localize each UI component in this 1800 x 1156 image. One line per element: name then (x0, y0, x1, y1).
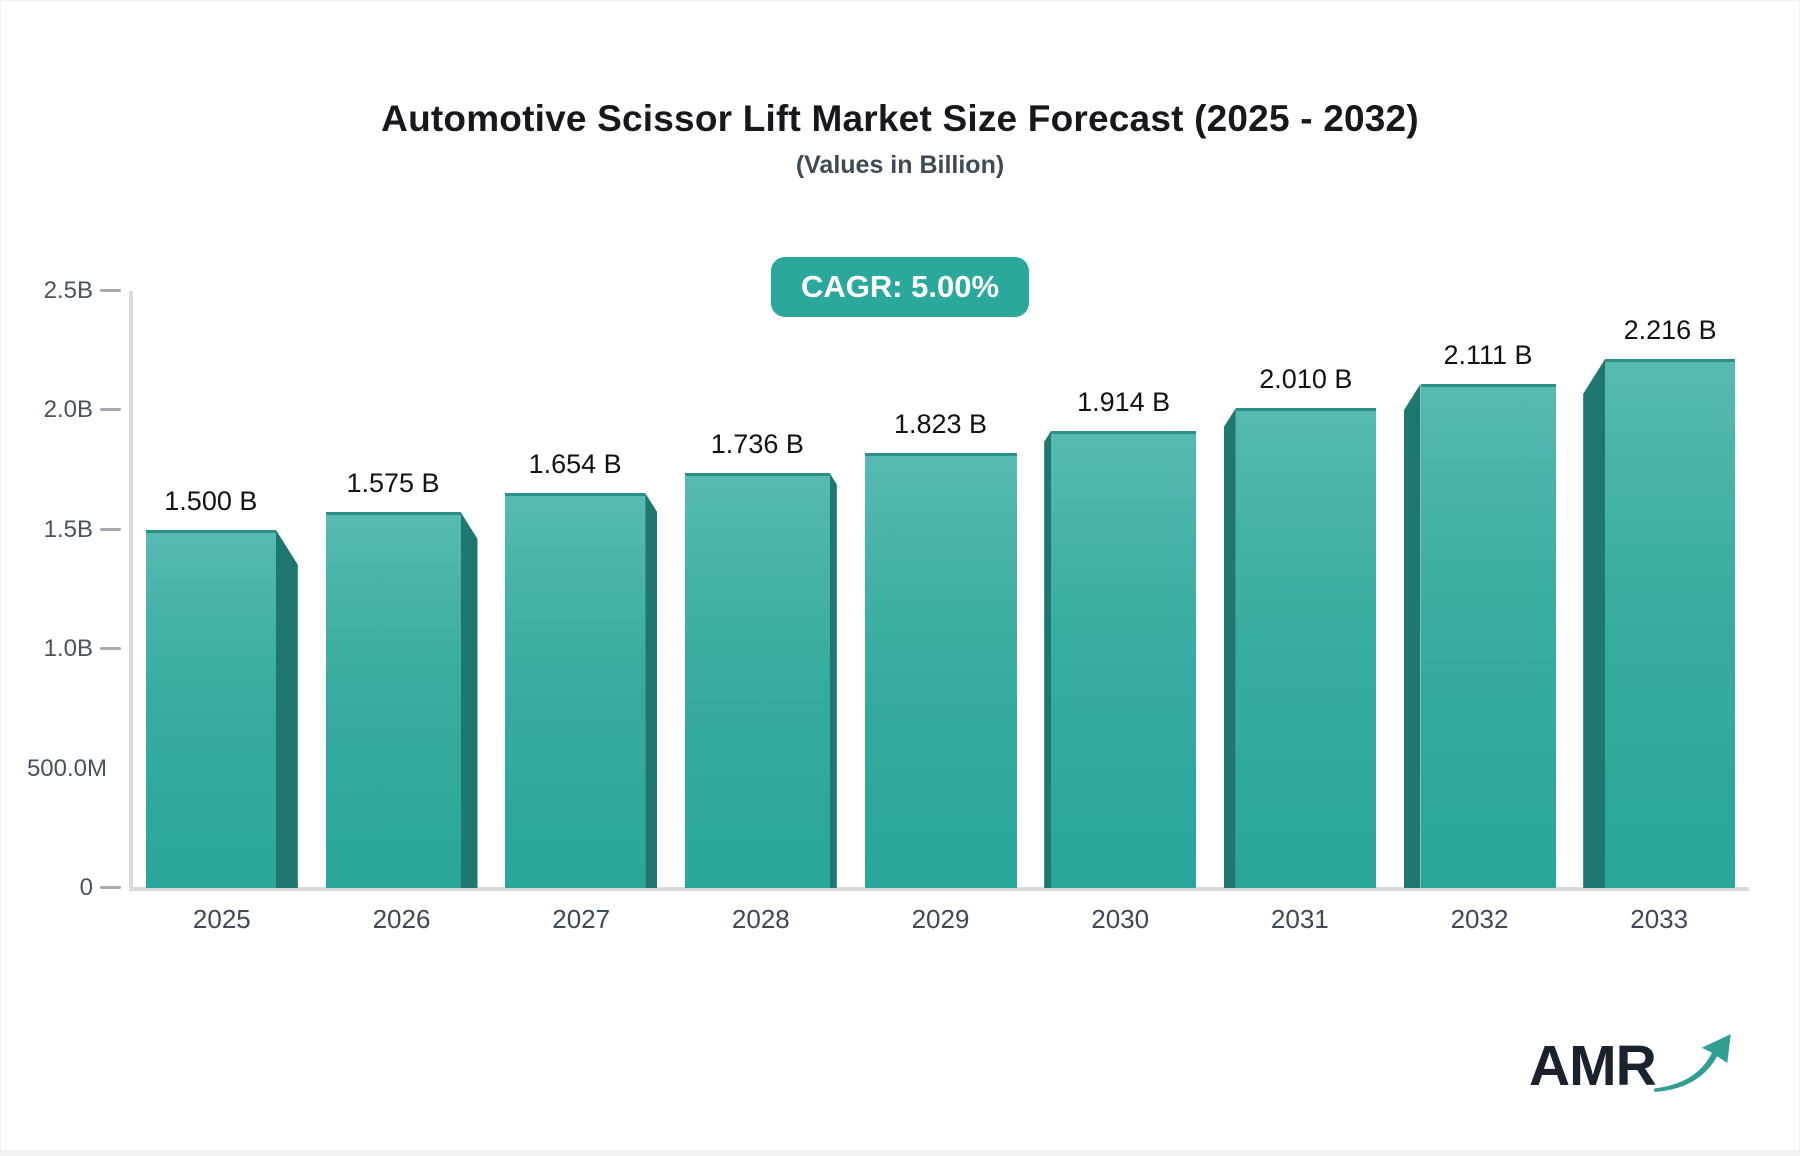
x-axis-line (129, 887, 1749, 891)
bar-value-label: 2.010 B (1259, 364, 1353, 394)
bar (325, 511, 461, 888)
cagr-badge: CAGR: 5.00% (770, 257, 1030, 317)
bar-value-label: 1.823 B (893, 408, 988, 439)
y-axis-tick (100, 408, 121, 412)
bar-side-face (829, 473, 837, 888)
bar-value-label: 1.575 B (346, 467, 440, 498)
bar-value-label: 1.654 B (528, 449, 622, 480)
bar-value-label: 2.111 B (1443, 339, 1533, 370)
bar (505, 493, 646, 888)
bar (1420, 383, 1556, 888)
bar-side-face (1044, 430, 1052, 888)
page-bottom-border (1, 1150, 1799, 1155)
y-axis-tick (100, 886, 121, 889)
bar (864, 452, 1017, 888)
chart-title: Automotive Scissor Lift Market Size Fore… (381, 98, 1419, 139)
bar-side-face (275, 529, 298, 888)
x-axis-label: 2030 (1091, 904, 1150, 934)
growth-arrow-icon (1654, 1034, 1731, 1092)
bar-side-face (1583, 358, 1606, 888)
y-axis-label: 2.0B (43, 396, 93, 424)
y-axis-tick (100, 527, 121, 531)
x-axis-label: 2025 (192, 904, 251, 934)
x-axis-label: 2033 (1630, 904, 1689, 934)
y-axis-label: 2.5B (43, 277, 93, 304)
bar-value-label: 1.736 B (710, 429, 804, 460)
x-axis-label: 2028 (731, 904, 790, 934)
x-axis-label: 2031 (1270, 904, 1329, 934)
y-axis-label: 1.0B (43, 635, 93, 663)
bar (1605, 358, 1736, 888)
x-axis-label: 2027 (552, 904, 611, 934)
y-axis-line (129, 291, 133, 891)
bar (684, 473, 830, 888)
bar-side-face (1223, 408, 1236, 888)
y-axis-label: 0 (79, 874, 93, 901)
y-axis-label: 1.5B (43, 515, 93, 543)
bar-value-label: 1.914 B (1077, 386, 1171, 417)
bar-side-face (645, 493, 658, 888)
x-axis-label: 2026 (372, 904, 431, 934)
bar (1235, 408, 1376, 888)
bar (1051, 430, 1197, 888)
x-axis-label: 2029 (911, 904, 970, 934)
amr-logo: AMR (1529, 1034, 1738, 1098)
bar-side-face (1403, 383, 1421, 888)
bar-value-label: 2.216 B (1623, 314, 1717, 345)
amr-logo-text: AMR (1529, 1034, 1657, 1098)
bar (145, 529, 276, 888)
chart-subtitle: (Values in Billion) (795, 151, 1005, 179)
bar-side-face (460, 511, 478, 888)
y-axis-tick (100, 289, 121, 292)
x-axis-label: 2032 (1450, 904, 1509, 934)
y-axis-label: 500.0M (26, 754, 107, 782)
bar-value-label: 1.500 B (164, 485, 258, 516)
y-axis-tick (100, 647, 121, 651)
